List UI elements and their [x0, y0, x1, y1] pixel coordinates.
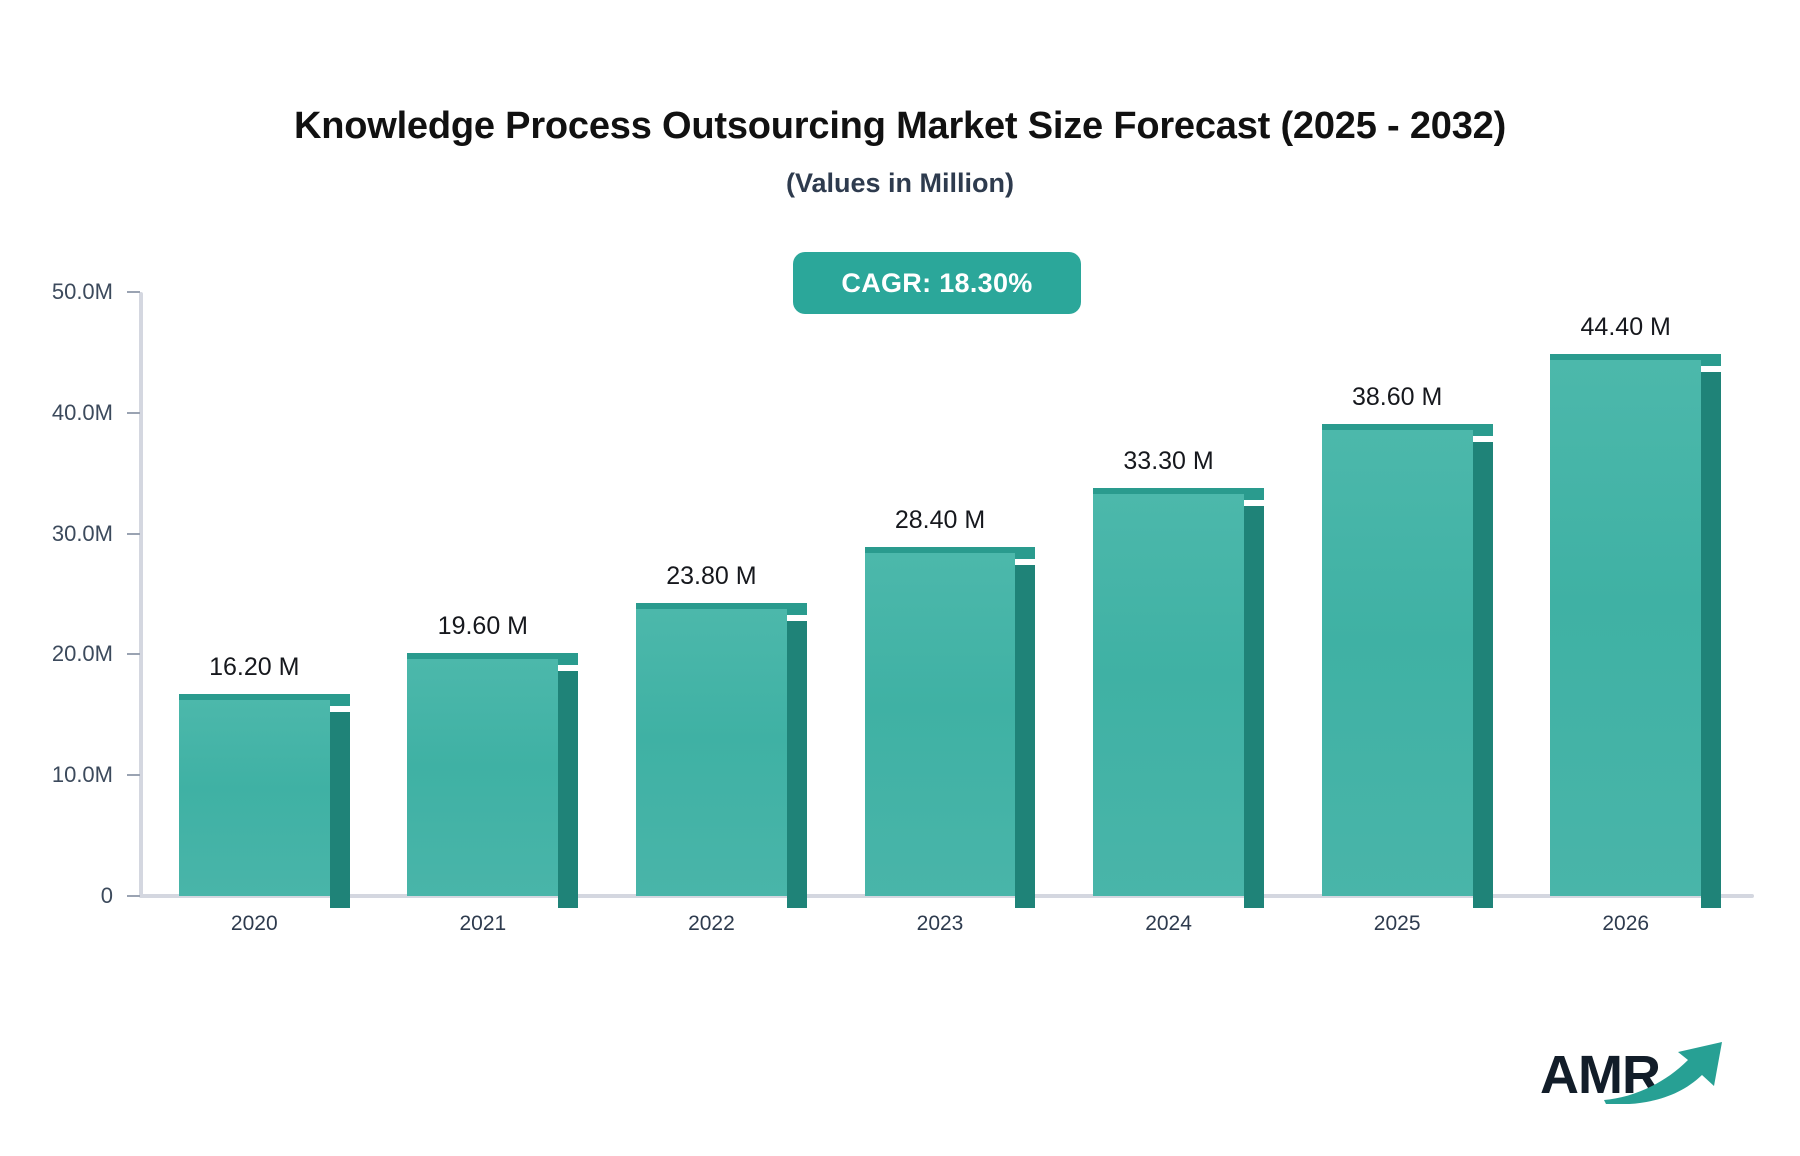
y-tick-mark [127, 411, 140, 414]
cagr-badge-label: CAGR: 18.30% [841, 267, 1033, 298]
bar: 33.30 M [1093, 447, 1264, 908]
y-tick: 40.0M [0, 399, 140, 425]
y-axis-line [139, 292, 143, 898]
bar-value-label: 19.60 M [437, 612, 529, 641]
y-tick: 50.0M [0, 279, 140, 304]
growth-arrow-icon [1604, 1042, 1722, 1104]
bar-front-face [636, 608, 787, 896]
y-tick-mark [127, 532, 140, 535]
y-tick: 0 [0, 883, 140, 908]
x-tick-label: 2024 [1145, 912, 1192, 935]
bar-value-label: 28.40 M [894, 505, 986, 534]
bar-front-face [407, 659, 559, 896]
y-tick-label: 30.0M [51, 520, 113, 546]
x-tick-label: 2020 [230, 912, 278, 935]
x-tick-label: 2021 [459, 912, 507, 935]
y-tick-label: 40.0M [51, 399, 113, 425]
bar-front-face [864, 552, 1016, 896]
chart-subtitle: (Values in Million) [785, 168, 1015, 198]
bar: 23.80 M [636, 562, 807, 908]
bar-front-face [1093, 493, 1244, 896]
bar: 38.60 M [1321, 383, 1493, 908]
y-tick-mark [127, 653, 140, 656]
amr-logo: AMR [1540, 1040, 1730, 1120]
bar: 44.40 M [1550, 313, 1722, 908]
bar: 16.20 M [178, 653, 350, 908]
x-tick-label: 2026 [1602, 912, 1650, 935]
bar-value-label: 16.20 M [209, 653, 300, 682]
y-tick-mark [127, 291, 140, 293]
y-tick: 10.0M [0, 762, 140, 788]
bar-value-label: 44.40 M [1580, 312, 1671, 341]
bar: 19.60 M [407, 612, 579, 908]
bar-side-face [786, 620, 807, 908]
bar-front-face [1550, 359, 1702, 896]
bar-front-face [1321, 429, 1473, 896]
bar-side-face [1015, 564, 1036, 908]
bar-front-face [178, 700, 330, 896]
y-tick-label: 0 [100, 883, 113, 908]
y-tick-label: 10.0M [51, 762, 113, 788]
bar-side-face [329, 712, 350, 908]
chart-title: Knowledge Process Outsourcing Market Siz… [293, 105, 1507, 147]
y-tick-mark [127, 895, 140, 897]
plot-area: 16.20 M 19.60 M 23.80 M 28.40 M 33.30 M 38.60… [140, 292, 1740, 908]
bar: 28.40 M [864, 506, 1036, 908]
bar-side-face [1701, 371, 1722, 908]
y-tick-label: 50.0M [51, 279, 113, 304]
bar-value-label: 33.30 M [1123, 446, 1214, 475]
x-tick-label: 2022 [688, 912, 735, 935]
bar-side-face [1243, 505, 1264, 908]
x-tick-label: 2023 [916, 912, 964, 935]
y-tick: 30.0M [0, 520, 140, 546]
bar-side-face [558, 671, 579, 908]
bar-value-label: 38.60 M [1351, 382, 1443, 411]
x-tick-label: 2025 [1373, 912, 1421, 935]
bar-side-face [1472, 441, 1493, 908]
bar-value-label: 23.80 M [666, 561, 757, 590]
x-axis-line [139, 894, 1754, 898]
y-tick: 20.0M [0, 641, 140, 667]
y-tick-mark [127, 774, 140, 777]
y-tick-label: 20.0M [51, 641, 113, 667]
cagr-badge: CAGR: 18.30% [793, 252, 1081, 314]
